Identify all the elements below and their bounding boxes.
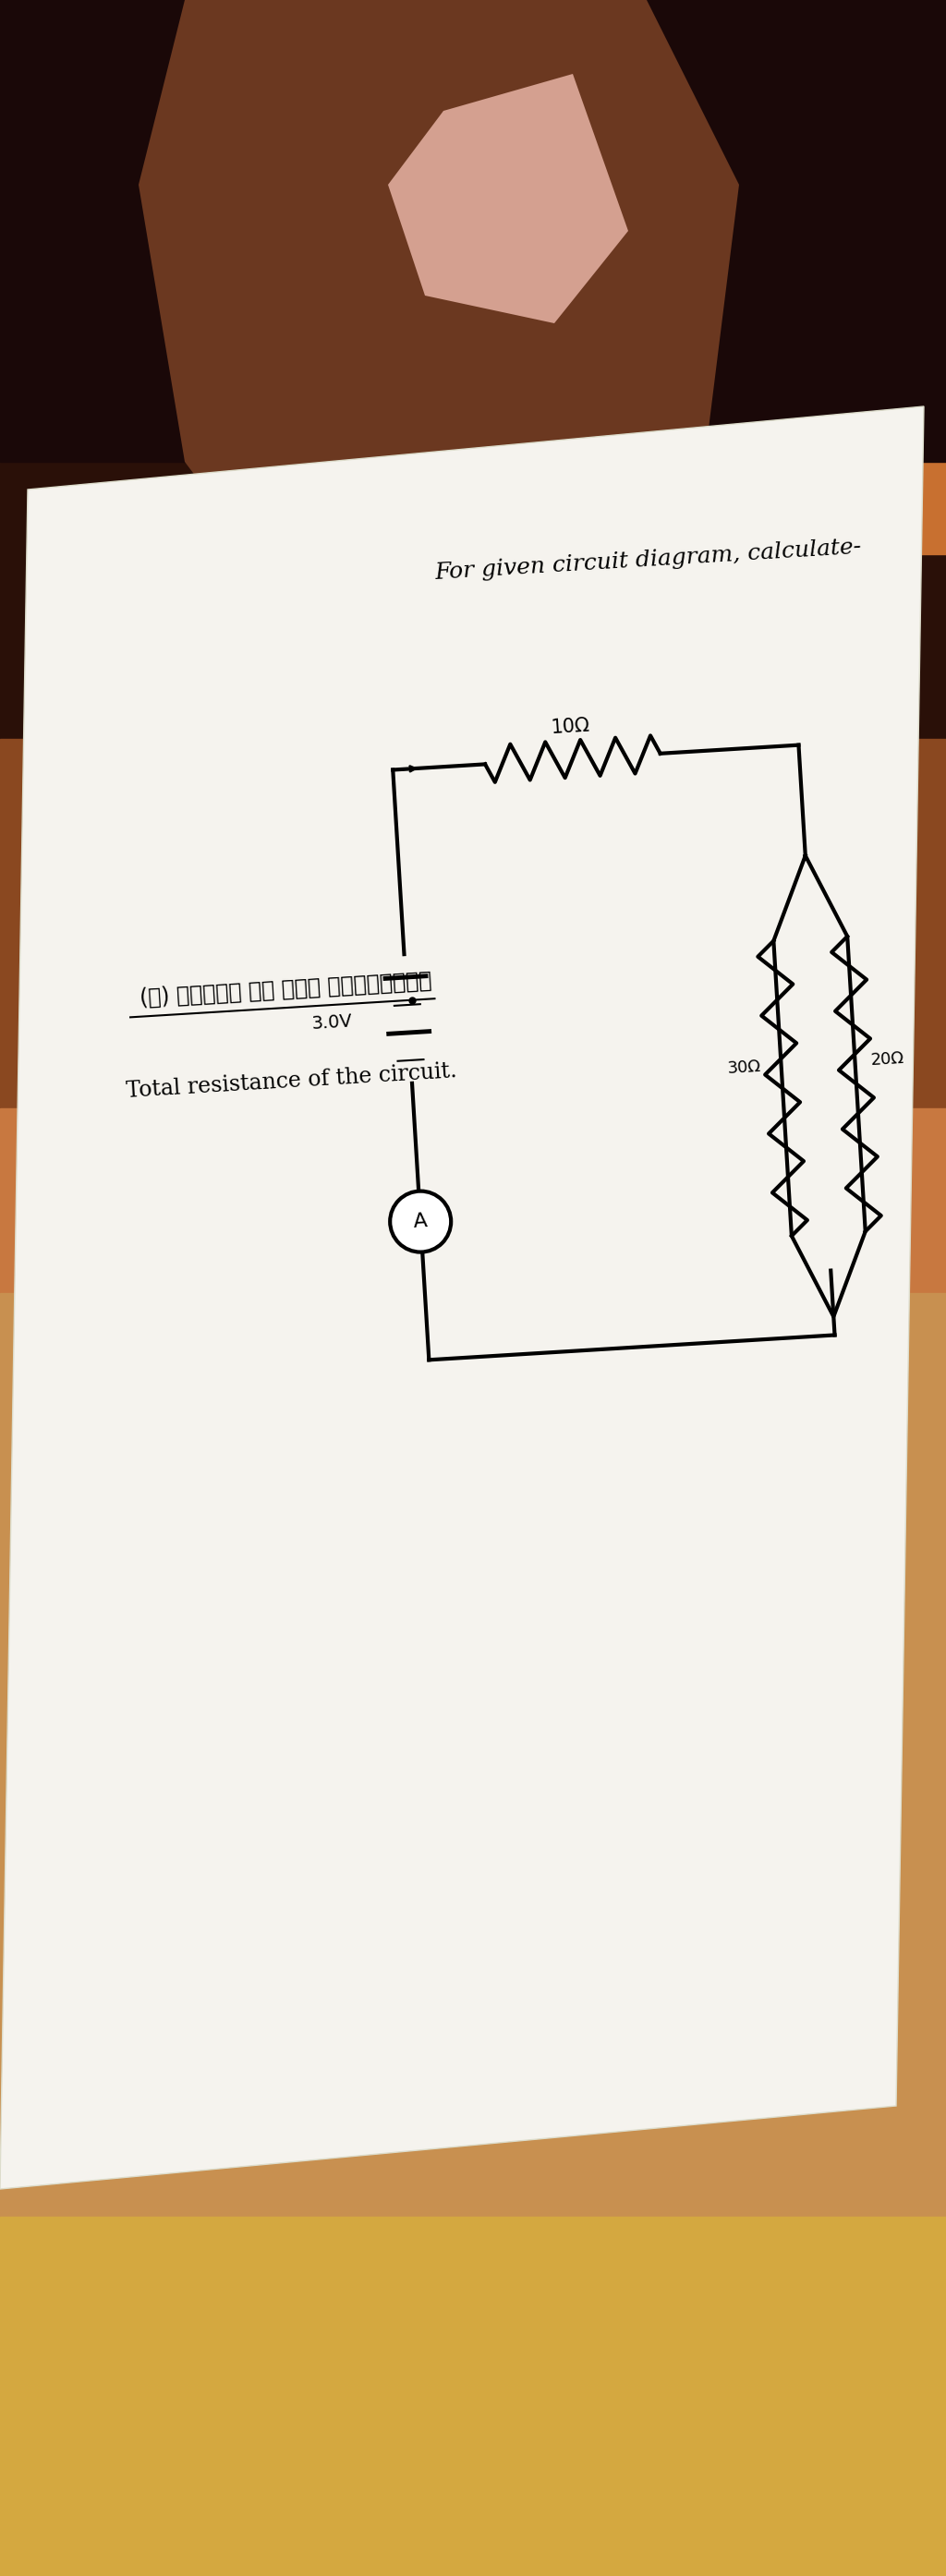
Circle shape: [390, 1190, 451, 1252]
Text: 30Ω: 30Ω: [727, 1059, 762, 1077]
Text: 20Ω: 20Ω: [870, 1048, 904, 1069]
Text: 10Ω: 10Ω: [551, 716, 591, 737]
Bar: [0, 739, 946, 1108]
Polygon shape: [138, 0, 739, 693]
Bar: [0, 1293, 946, 2576]
Polygon shape: [388, 75, 628, 322]
Text: For given circuit diagram, calculate-: For given circuit diagram, calculate-: [434, 536, 863, 585]
Text: Total resistance of the circuit.: Total resistance of the circuit.: [126, 1061, 458, 1103]
Text: A: A: [412, 1211, 429, 1231]
Bar: [0, 2218, 946, 2576]
Bar: [554, 0, 946, 554]
Text: 3.0V: 3.0V: [311, 1012, 353, 1033]
Bar: [0, 0, 946, 739]
Text: (क) परिपथ का कुल प्रतिरोध: (क) परिपथ का कुल प्रतिरोध: [139, 969, 432, 1010]
Polygon shape: [0, 407, 924, 2190]
Bar: [0, 0, 946, 461]
Bar: [0, 1108, 946, 1293]
